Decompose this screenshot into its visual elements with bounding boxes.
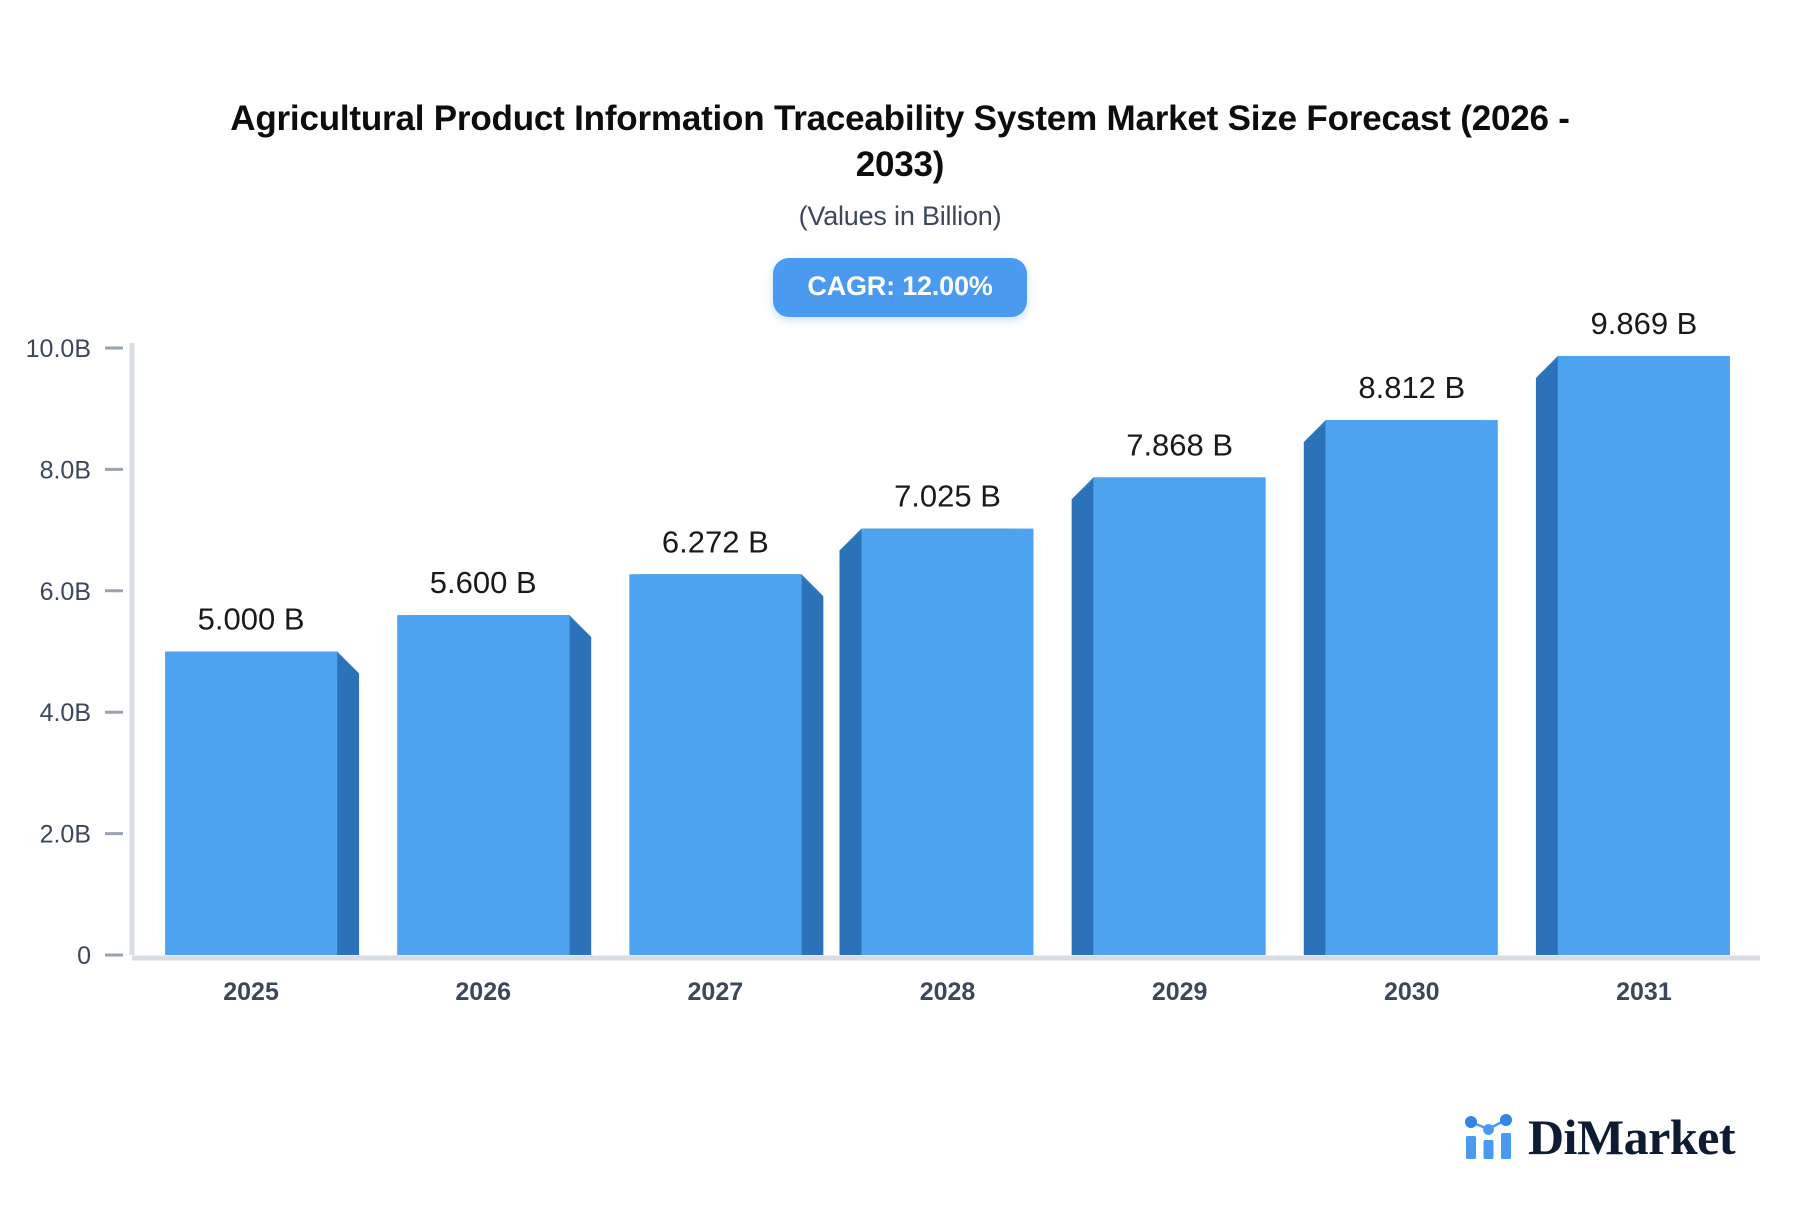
chart-header: Agricultural Product Information Traceab… (0, 96, 1800, 232)
cagr-badge: CAGR: 12.00% (773, 258, 1027, 317)
bar-side-face (1535, 355, 1558, 956)
bar-value-label: 7.868 B (1126, 427, 1233, 462)
cagr-badge-container: CAGR: 12.00% (0, 258, 1800, 317)
page-title: Agricultural Product Information Traceab… (230, 99, 1570, 184)
y-axis-tick-label: 4.0B (40, 699, 91, 727)
bar-front-face (1093, 477, 1266, 955)
bar-value-label: 5.000 B (198, 602, 305, 637)
bar-group (397, 615, 592, 955)
bar-front-face (1325, 420, 1498, 956)
bar-side-face (569, 615, 592, 955)
bar-side-face (1071, 477, 1094, 955)
x-axis-tick-label: 2030 (1384, 978, 1440, 1006)
bar-group (839, 528, 1034, 955)
bar-value-label: 5.600 B (430, 565, 537, 600)
y-axis-tick-label: 8.0B (40, 456, 91, 484)
x-axis-tick-label: 2025 (223, 978, 279, 1006)
bar-value-label: 6.272 B (662, 524, 769, 559)
x-axis-tick-label: 2031 (1616, 978, 1672, 1006)
dimarket-logo: DiMarket (1463, 1109, 1736, 1165)
x-axis-tick-label: 2026 (455, 978, 511, 1006)
bar-group (1535, 355, 1730, 956)
bar-group (1303, 420, 1498, 956)
y-axis-tick-label: 6.0B (40, 578, 91, 606)
bar-side-face (839, 528, 862, 955)
bar-group (629, 574, 824, 955)
bar-side-face (1303, 420, 1326, 956)
bar-front-face (861, 528, 1034, 955)
bar-side-face (337, 651, 360, 955)
y-axis-tick-label: 0 (77, 942, 91, 970)
chart-subtitle: (Values in Billion) (798, 201, 1002, 231)
bar-front-face (397, 615, 570, 955)
bar-front-face (1557, 355, 1730, 956)
bar-value-label: 9.869 B (1590, 306, 1697, 341)
x-axis-tick-label: 2028 (920, 978, 976, 1006)
bar-chart-logo-icon (1464, 1114, 1512, 1159)
x-axis-tick-label: 2027 (688, 978, 744, 1006)
bar-front-face (165, 651, 338, 955)
bar-group (165, 651, 360, 955)
y-axis-tick-label: 2.0B (40, 821, 91, 849)
y-axis-tick-label: 10.0B (26, 335, 91, 363)
bar-value-label: 8.812 B (1358, 370, 1465, 405)
bar-side-face (801, 574, 824, 955)
bar-front-face (629, 574, 802, 955)
bar-group (1071, 477, 1266, 955)
bar-value-label: 7.025 B (894, 479, 1001, 514)
logo-text: DiMarket (1527, 1109, 1736, 1165)
x-axis-tick-label: 2029 (1152, 978, 1208, 1006)
